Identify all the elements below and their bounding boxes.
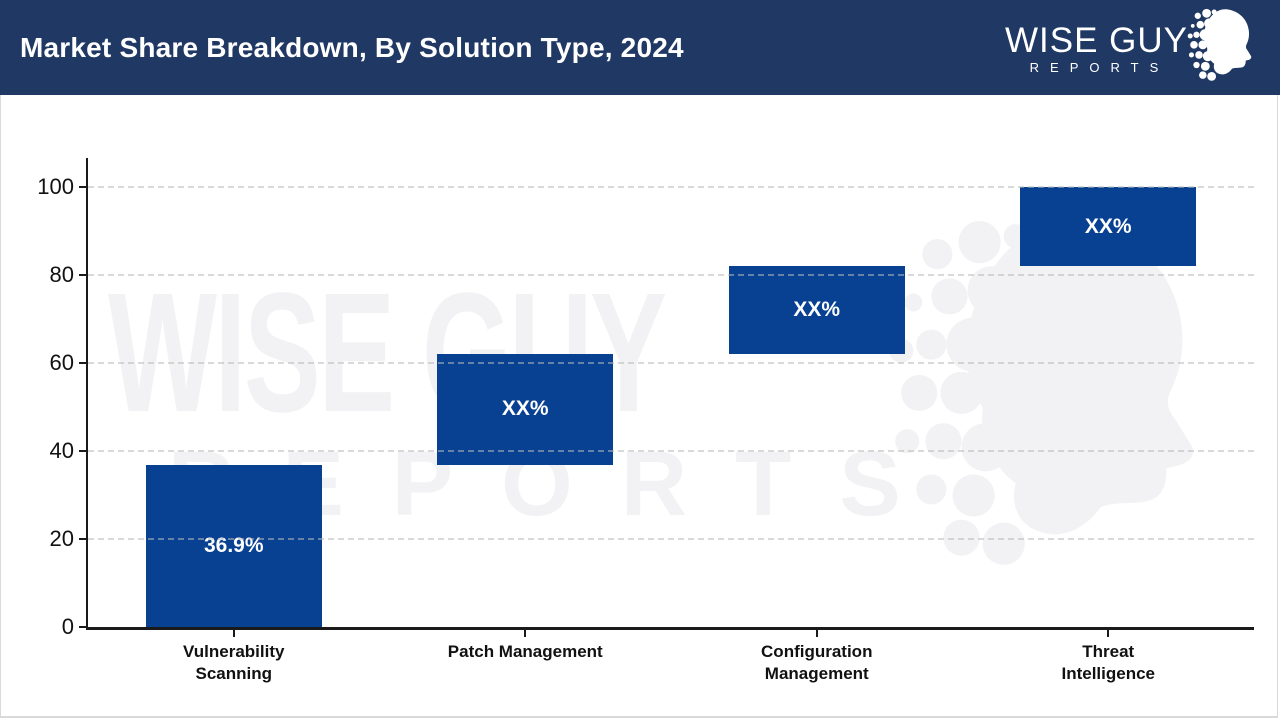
y-tick-mark	[79, 626, 86, 628]
gridline-60	[88, 362, 1254, 364]
brand-logo-text: WISE GUY REPORTS	[1005, 23, 1188, 74]
y-axis-line	[86, 158, 88, 629]
x-tick-mark	[524, 629, 527, 637]
gridline-100	[88, 186, 1254, 188]
y-tick-label: 80	[49, 262, 74, 287]
bar-value-label: XX%	[1084, 214, 1132, 238]
y-tick-label: 40	[49, 438, 74, 463]
x-tick-mark	[232, 629, 235, 637]
gridline-80	[88, 274, 1254, 276]
header-bar: Market Share Breakdown, By Solution Type…	[0, 0, 1280, 95]
y-tick-label: 60	[49, 350, 74, 375]
bar-value-label: XX%	[501, 397, 549, 421]
y-tick-label: 100	[37, 174, 74, 199]
y-tick-mark	[79, 450, 86, 452]
y-tick-mark	[79, 362, 86, 364]
brand-name: WISE GUY	[1004, 20, 1188, 60]
y-tick-mark	[79, 538, 86, 540]
y-tick-label: 20	[49, 526, 74, 551]
watermark-head-icon	[889, 221, 1194, 565]
bar-segment: XX%	[437, 354, 614, 465]
x-axis-line	[86, 627, 1254, 630]
bar-segment: XX%	[1020, 187, 1197, 267]
x-tick-mark	[815, 629, 818, 637]
brand-head-icon	[1187, 8, 1252, 81]
bar-segment: 36.9%	[145, 464, 322, 627]
bar-segment: XX%	[728, 266, 905, 355]
bar-value-label: XX%	[793, 298, 841, 322]
brand-subname: REPORTS	[1029, 59, 1170, 75]
x-category-label: Threat Intelligence	[1061, 642, 1156, 683]
page-title: Market Share Breakdown, By Solution Type…	[20, 31, 684, 63]
brand-logo: WISE GUY REPORTS	[1005, 6, 1262, 90]
y-tick-mark	[79, 186, 86, 188]
x-tick-mark	[1107, 629, 1110, 637]
x-category-label: Patch Management	[447, 642, 603, 661]
y-tick-label: 0	[61, 614, 74, 639]
x-category-label: Vulnerability Scanning	[183, 642, 285, 683]
x-category-label: Configuration Management	[761, 642, 873, 683]
gridline-40	[88, 450, 1254, 452]
gridline-20	[88, 538, 1254, 540]
y-tick-mark	[79, 274, 86, 276]
